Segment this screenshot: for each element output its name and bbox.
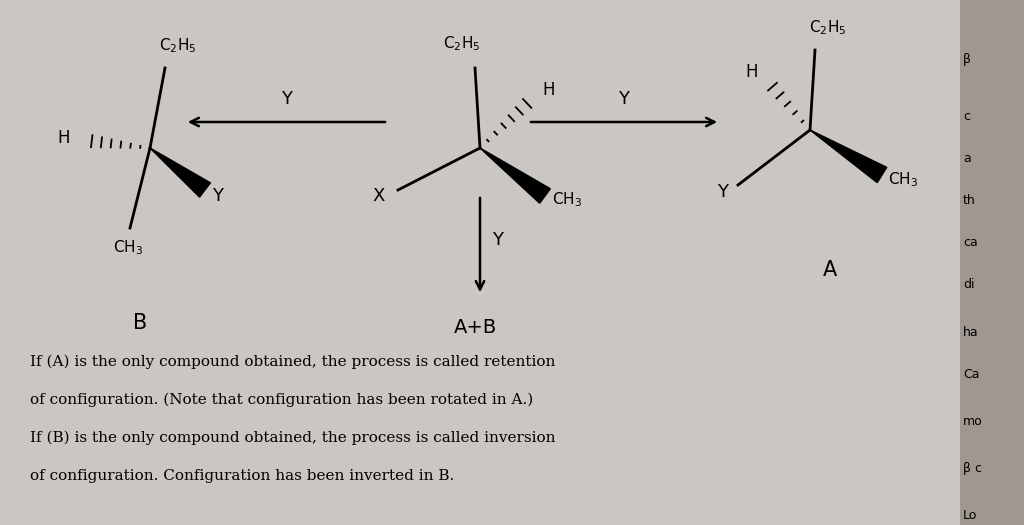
Text: $\mathsf{CH_3}$: $\mathsf{CH_3}$ <box>113 238 143 257</box>
Text: $\mathsf{CH_3}$: $\mathsf{CH_3}$ <box>888 171 919 190</box>
Text: Y: Y <box>717 183 728 201</box>
Text: th: th <box>963 194 976 207</box>
Text: Y: Y <box>492 231 503 249</box>
Text: ca: ca <box>963 236 978 249</box>
Text: B: B <box>133 313 147 333</box>
Polygon shape <box>480 148 550 203</box>
Text: Y: Y <box>282 90 293 108</box>
Text: a: a <box>963 152 971 165</box>
Polygon shape <box>150 148 211 197</box>
Text: $\mathsf{C_2H_5}$: $\mathsf{C_2H_5}$ <box>160 36 197 55</box>
Text: $\mathsf{CH_3}$: $\mathsf{CH_3}$ <box>552 191 583 209</box>
Text: A: A <box>823 260 838 280</box>
Text: A+B: A+B <box>454 318 497 337</box>
Text: di: di <box>963 278 975 291</box>
Text: β: β <box>963 52 971 66</box>
Text: X: X <box>373 187 385 205</box>
Text: If (B) is the only compound obtained, the process is called inversion: If (B) is the only compound obtained, th… <box>30 431 555 445</box>
Text: $\mathsf{C_2H_5}$: $\mathsf{C_2H_5}$ <box>809 18 847 37</box>
Polygon shape <box>810 130 887 183</box>
Text: H: H <box>57 129 70 147</box>
Text: β c: β c <box>963 462 982 475</box>
Text: Y: Y <box>212 187 223 205</box>
Text: H: H <box>542 81 555 99</box>
Text: Ca: Ca <box>963 368 980 381</box>
Text: of configuration. Configuration has been inverted in B.: of configuration. Configuration has been… <box>30 469 455 483</box>
Text: If (A) is the only compound obtained, the process is called retention: If (A) is the only compound obtained, th… <box>30 355 555 370</box>
Text: $\mathsf{C_2H_5}$: $\mathsf{C_2H_5}$ <box>443 34 480 53</box>
Text: ha: ha <box>963 326 979 339</box>
Text: c: c <box>963 110 970 123</box>
Text: H: H <box>745 63 758 81</box>
Text: mo: mo <box>963 415 983 428</box>
Bar <box>961 0 1024 525</box>
Text: Lo: Lo <box>963 509 977 522</box>
Text: of configuration. (Note that configuration has been rotated in A.): of configuration. (Note that configurati… <box>30 393 534 407</box>
Text: Y: Y <box>618 90 630 108</box>
